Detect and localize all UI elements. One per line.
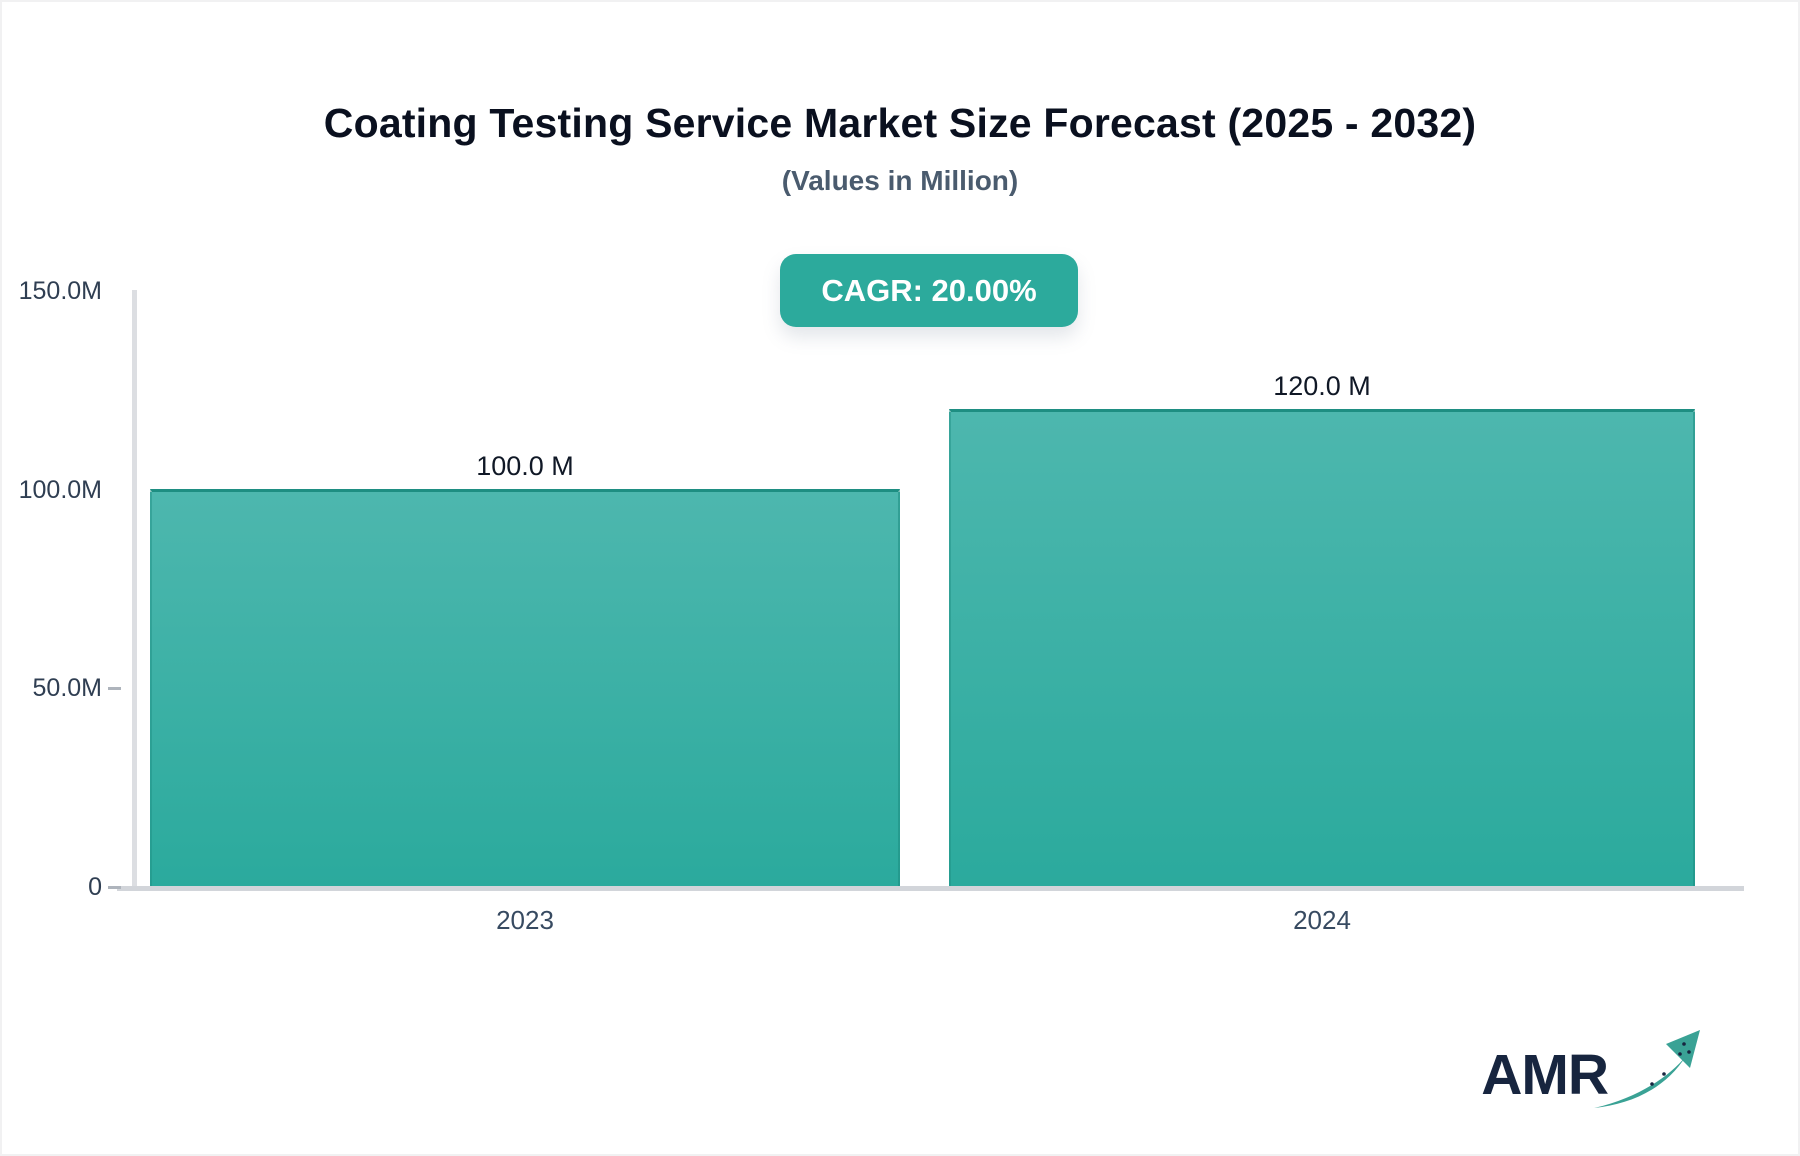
cagr-badge: CAGR: 20.00% <box>780 254 1078 327</box>
y-axis-tick-label: 100.0M <box>18 475 102 504</box>
growth-arrow-icon <box>1594 1030 1700 1108</box>
bar-value-label: 120.0 M <box>1273 371 1371 401</box>
y-axis-tick-mark <box>108 886 121 889</box>
chart-subtitle: (Values in Million) <box>781 165 1019 196</box>
cagr-badge-label: CAGR: 20.00% <box>821 272 1037 308</box>
x-axis-category-label: 2024 <box>1293 905 1351 935</box>
y-axis-tick-label: 150.0M <box>18 277 102 305</box>
chart-title: Coating Testing Service Market Size Fore… <box>323 100 1477 146</box>
y-axis-tick-label: 0 <box>88 873 102 901</box>
y-axis-tick-label: 50.0M <box>32 674 102 703</box>
amr-logo-text: AMR <box>1481 1043 1609 1107</box>
y-axis-line <box>132 290 137 887</box>
bar-2023 <box>150 489 900 886</box>
x-axis-category-label: 2023 <box>496 905 554 935</box>
amr-logo: AMR <box>1481 1030 1702 1118</box>
y-axis-tick-mark <box>108 687 121 691</box>
bar-2024 <box>949 409 1695 886</box>
bar-value-label: 100.0 M <box>476 451 574 481</box>
x-axis-line <box>117 886 1744 891</box>
